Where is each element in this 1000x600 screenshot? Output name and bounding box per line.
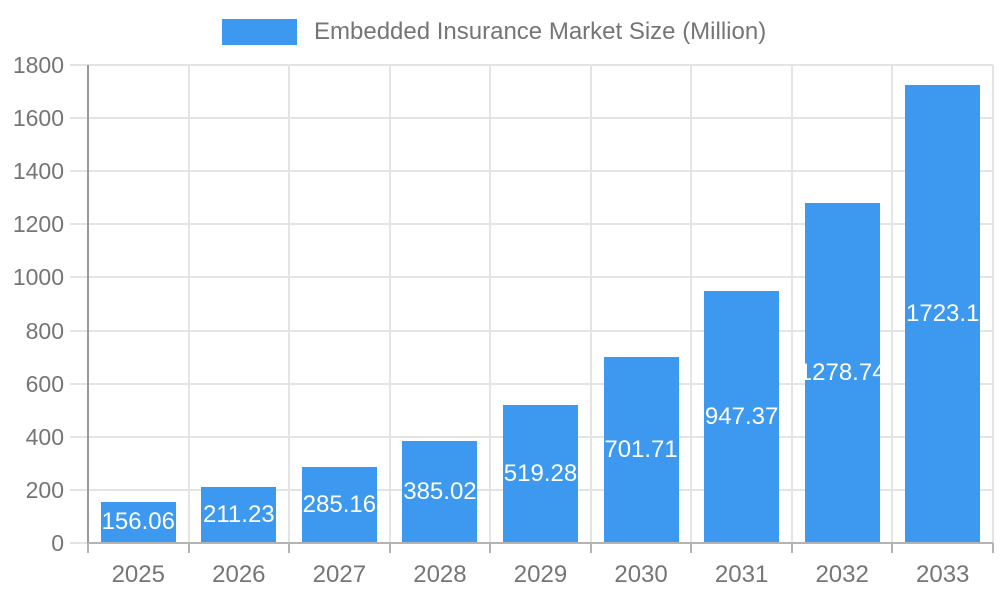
bar-value-label: 947.37 <box>704 403 779 431</box>
bar-value-label: 519.28 <box>503 460 578 488</box>
y-gridline <box>70 276 993 279</box>
bar-value-label: 701.71 <box>604 435 678 463</box>
y-gridline <box>70 170 993 173</box>
x-axis-tick <box>388 543 391 553</box>
bar[interactable]: 285.16 <box>301 467 377 543</box>
bar-value-label: 285.16 <box>302 491 377 519</box>
bar-value-label: 385.02 <box>403 477 477 505</box>
x-gridline <box>790 65 793 543</box>
bar[interactable]: 156.06 <box>100 501 176 543</box>
x-axis-line <box>88 542 993 544</box>
x-axis-tick <box>992 543 994 553</box>
bar[interactable]: 519.28 <box>503 405 578 543</box>
y-gridline <box>70 223 993 226</box>
legend-item[interactable]: Embedded Insurance Market Size (Million) <box>222 18 767 45</box>
bar[interactable]: 385.02 <box>402 440 478 543</box>
x-gridline <box>187 65 190 543</box>
x-axis-tick <box>589 543 592 553</box>
x-gridline <box>489 65 492 543</box>
x-axis-tick <box>790 543 793 553</box>
y-tick-label: 0 <box>51 530 64 556</box>
x-gridline <box>891 65 894 543</box>
x-axis-tick <box>690 543 693 553</box>
y-tick-label: 1600 <box>12 105 64 132</box>
x-tick-label: 2026 <box>212 561 266 588</box>
x-axis-tick <box>489 543 492 553</box>
y-axis-line <box>87 65 89 543</box>
x-tick-label: 2028 <box>413 561 467 588</box>
legend-swatch <box>222 19 297 45</box>
x-tick-label: 2031 <box>714 561 769 588</box>
y-tick-label: 600 <box>25 370 64 397</box>
x-gridline <box>388 65 391 543</box>
bar-value-label: 156.06 <box>101 508 175 536</box>
y-gridline <box>70 329 993 332</box>
y-tick-label: 1400 <box>12 158 64 185</box>
x-gridline <box>690 65 693 543</box>
bar[interactable]: 701.71 <box>603 356 679 543</box>
bar-value-label: 1723.1 <box>906 300 980 328</box>
y-gridline <box>70 382 993 385</box>
bar[interactable]: 947.37 <box>704 291 780 543</box>
x-tick-label: 2025 <box>111 561 165 588</box>
y-gridline <box>70 64 993 66</box>
bar[interactable]: 1723.1 <box>905 85 981 543</box>
x-tick-label: 2027 <box>312 561 367 588</box>
x-axis-tick <box>288 543 291 553</box>
y-tick-label: 400 <box>25 423 64 450</box>
bar-value-label: 1278.74 <box>804 359 880 387</box>
y-tick-label: 800 <box>25 317 64 344</box>
x-tick-label: 2033 <box>916 561 970 588</box>
y-tick-label: 200 <box>25 476 64 503</box>
bar-value-label: 211.23 <box>203 500 275 528</box>
y-tick-label: 1000 <box>12 264 64 291</box>
legend-label: Embedded Insurance Market Size (Million) <box>314 18 767 45</box>
y-tick-label: 1200 <box>12 211 64 238</box>
bar[interactable]: 1278.74 <box>804 203 880 543</box>
x-tick-label: 2030 <box>614 561 668 588</box>
x-axis-tick <box>87 543 89 553</box>
x-tick-label: 2029 <box>513 561 568 588</box>
x-tick-label: 2032 <box>815 561 869 588</box>
y-gridline <box>70 117 993 120</box>
bar[interactable]: 211.23 <box>201 486 277 543</box>
x-gridline <box>589 65 592 543</box>
x-axis-tick <box>891 543 894 553</box>
y-tick-label: 1800 <box>12 52 64 78</box>
x-axis-tick <box>187 543 190 553</box>
x-gridline <box>992 65 994 543</box>
x-gridline <box>288 65 291 543</box>
